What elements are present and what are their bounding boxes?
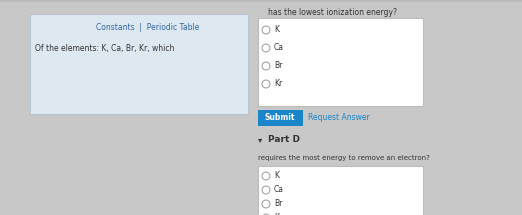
Text: Constants  |  Periodic Table: Constants | Periodic Table — [97, 23, 200, 32]
Bar — [258, 166, 423, 215]
Text: Br: Br — [274, 200, 282, 209]
Bar — [258, 18, 423, 106]
Text: K: K — [274, 26, 279, 34]
Text: Kr: Kr — [274, 213, 282, 215]
Text: ▾: ▾ — [258, 135, 262, 144]
Text: Request Answer: Request Answer — [308, 114, 370, 123]
Text: Kr: Kr — [274, 80, 282, 89]
Text: K: K — [274, 172, 279, 181]
Text: Ca: Ca — [274, 43, 284, 52]
Bar — [258, 110, 303, 126]
Text: Br: Br — [274, 61, 282, 71]
Text: Part D: Part D — [268, 135, 300, 144]
Text: Of the elements: K, Ca, Br, Kr, which: Of the elements: K, Ca, Br, Kr, which — [35, 43, 174, 52]
Text: has the lowest ionization energy?: has the lowest ionization energy? — [268, 8, 397, 17]
Text: requires the most energy to remove an electron?: requires the most energy to remove an el… — [258, 155, 430, 161]
Bar — [30, 14, 248, 114]
Text: Submit: Submit — [265, 114, 295, 123]
Bar — [0, 0, 522, 2]
Text: Ca: Ca — [274, 186, 284, 195]
